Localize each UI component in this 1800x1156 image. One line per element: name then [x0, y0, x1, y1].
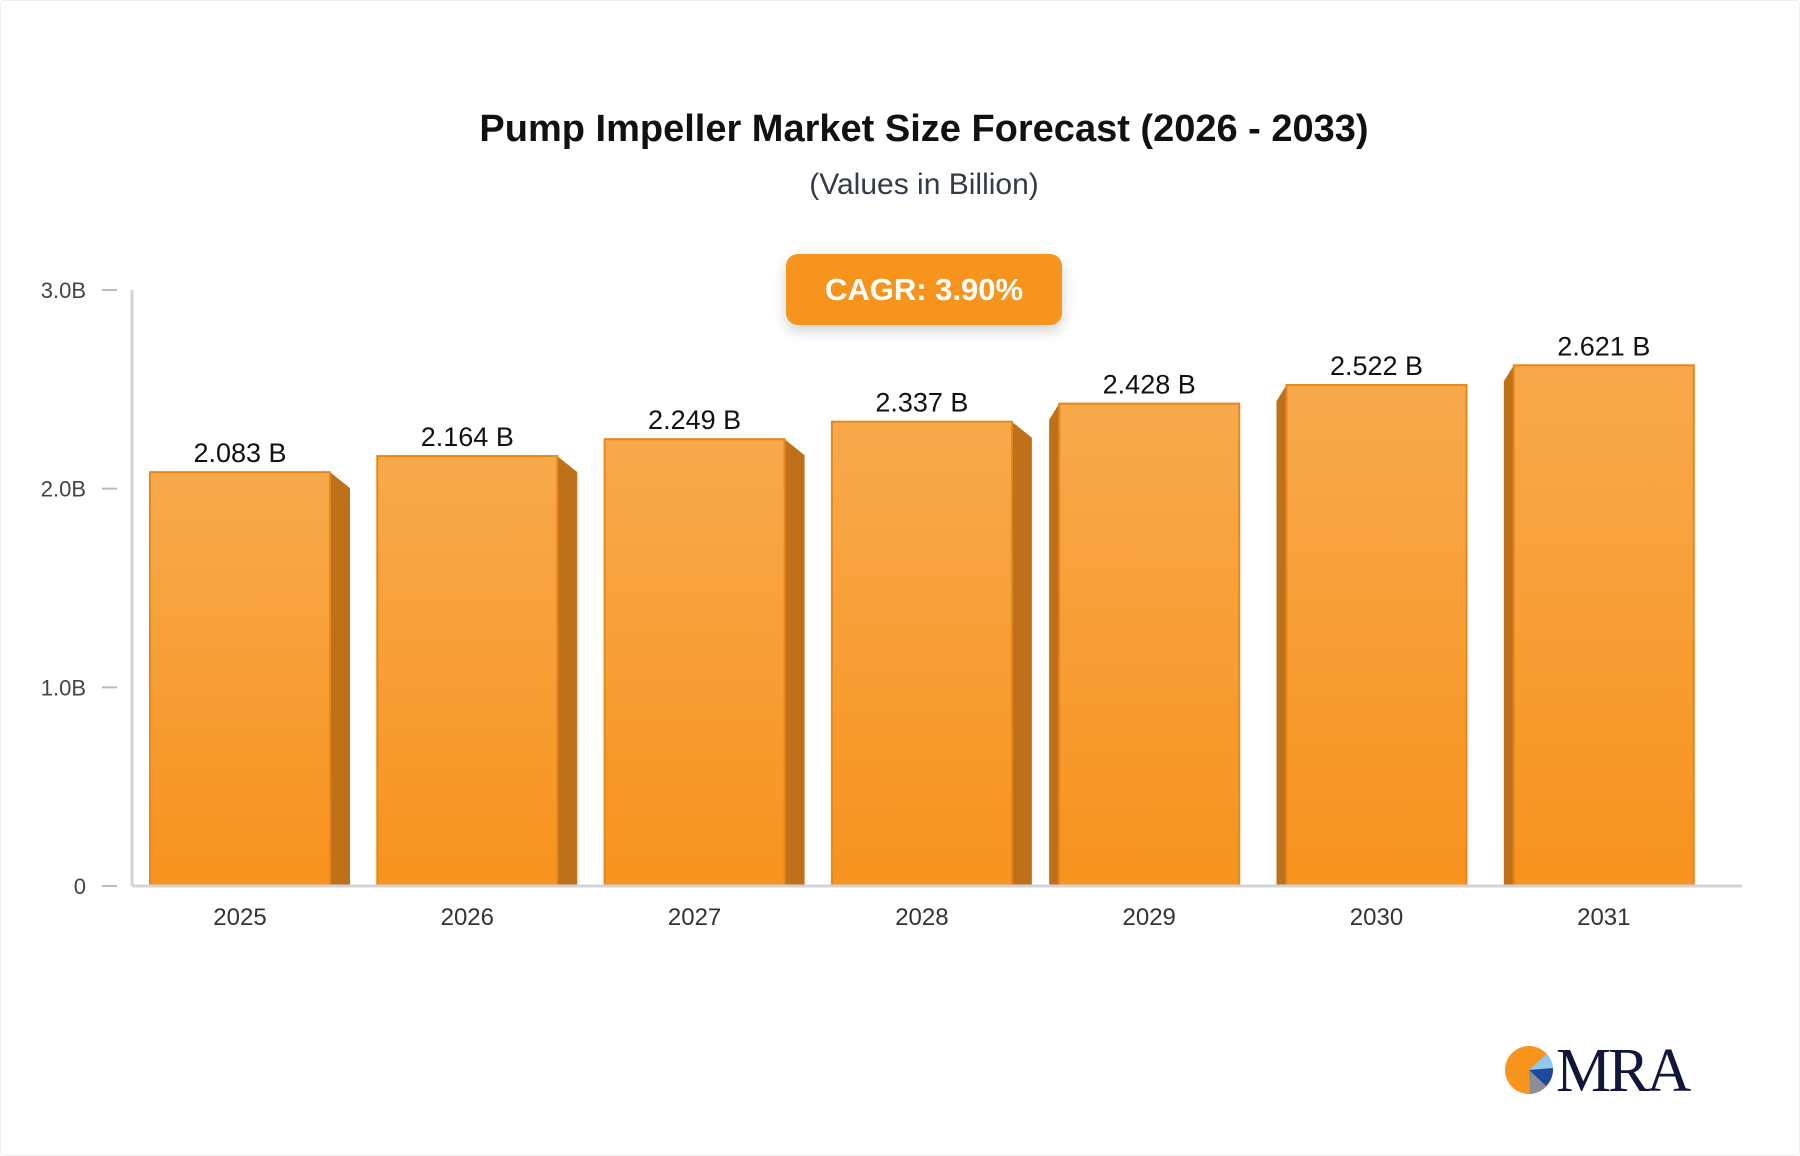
bar-2030: 2.522 B — [1276, 351, 1468, 887]
bar-side — [557, 456, 578, 886]
y-tick-label: 0 — [74, 874, 86, 899]
bar-2028: 2.337 B — [830, 388, 1032, 887]
bar-side — [1276, 384, 1287, 886]
bar-side — [1049, 403, 1060, 886]
chart-subtitle: (Values in Billion) — [809, 168, 1039, 201]
bar — [1512, 364, 1695, 887]
bar — [603, 438, 786, 887]
cagr-badge: CAGR: 3.90% — [786, 254, 1062, 325]
bar-2029: 2.428 B — [1049, 370, 1241, 887]
chart-title: Pump Impeller Market Size Forecast (2026… — [479, 108, 1369, 150]
bar-side — [1011, 421, 1032, 886]
data-label: 2.337 B — [875, 388, 968, 418]
x-tick-label: 2027 — [668, 904, 721, 931]
bar — [830, 420, 1013, 887]
x-tick-label: 2028 — [895, 904, 948, 931]
y-tick-label: 3.0B — [41, 278, 86, 303]
data-label: 2.621 B — [1557, 331, 1650, 361]
x-tick-label: 2025 — [213, 904, 266, 931]
bar-side — [330, 472, 350, 886]
data-label: 2.164 B — [421, 422, 514, 452]
bar-2026: 2.164 B — [376, 422, 578, 887]
data-label: 2.428 B — [1103, 370, 1196, 400]
bar-2027: 2.249 B — [603, 405, 805, 887]
data-label: 2.083 B — [193, 438, 286, 468]
bar — [1058, 402, 1241, 887]
x-tick-label: 2031 — [1577, 904, 1630, 931]
bar-2025: 2.083 B — [149, 438, 350, 887]
data-label: 2.249 B — [648, 405, 741, 435]
y-tick-label: 1.0B — [41, 675, 86, 700]
x-tick-label: 2030 — [1350, 904, 1403, 931]
bar-2031: 2.621 B — [1503, 331, 1695, 887]
x-tick-label: 2029 — [1123, 904, 1176, 931]
data-label: 2.522 B — [1330, 351, 1423, 381]
mra-logo: MRA — [1504, 1037, 1704, 1105]
bar — [1285, 383, 1468, 887]
bar-side — [784, 439, 805, 886]
bar — [149, 471, 331, 887]
x-tick-label: 2026 — [441, 904, 494, 931]
bar — [376, 455, 559, 887]
pie-logo-icon — [1505, 1046, 1554, 1094]
bar-side — [1503, 365, 1514, 886]
logo-text: MRA — [1556, 1037, 1691, 1105]
y-tick-label: 2.0B — [41, 477, 86, 502]
